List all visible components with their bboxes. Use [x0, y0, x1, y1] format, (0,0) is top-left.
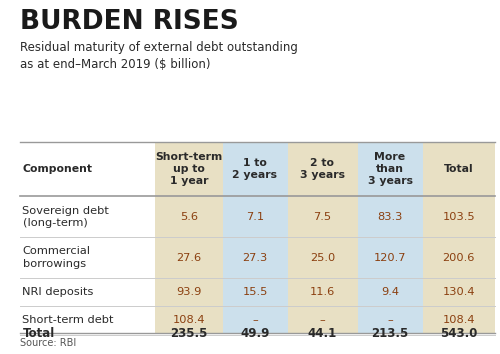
Text: 130.4: 130.4 — [442, 287, 475, 297]
Text: Sovereign debt
(long-term): Sovereign debt (long-term) — [22, 206, 110, 228]
Text: More
than
3 years: More than 3 years — [368, 152, 412, 187]
Text: 44.1: 44.1 — [308, 327, 337, 340]
Text: 108.4: 108.4 — [442, 315, 475, 325]
Text: 213.5: 213.5 — [372, 327, 408, 340]
Text: 7.1: 7.1 — [246, 212, 264, 222]
Bar — [358, 142, 422, 333]
Text: 7.5: 7.5 — [314, 212, 332, 222]
Text: 120.7: 120.7 — [374, 252, 406, 263]
Text: BURDEN RISES: BURDEN RISES — [20, 9, 239, 35]
Bar — [20, 142, 155, 333]
Text: 543.0: 543.0 — [440, 327, 478, 340]
Text: 235.5: 235.5 — [170, 327, 207, 340]
Text: 27.3: 27.3 — [242, 252, 268, 263]
Text: Short-term
up to
1 year: Short-term up to 1 year — [155, 152, 222, 187]
Text: Component: Component — [22, 164, 92, 174]
Text: 200.6: 200.6 — [442, 252, 475, 263]
Text: Source: RBI: Source: RBI — [20, 338, 76, 348]
Text: 27.6: 27.6 — [176, 252, 202, 263]
Text: 25.0: 25.0 — [310, 252, 335, 263]
Bar — [222, 142, 288, 333]
Text: Total: Total — [444, 164, 474, 174]
Text: –: – — [320, 315, 326, 325]
Text: 83.3: 83.3 — [378, 212, 402, 222]
Text: –: – — [252, 315, 258, 325]
Text: 9.4: 9.4 — [381, 287, 399, 297]
Text: 93.9: 93.9 — [176, 287, 202, 297]
Text: 15.5: 15.5 — [242, 287, 268, 297]
Text: 49.9: 49.9 — [240, 327, 270, 340]
Text: 5.6: 5.6 — [180, 212, 198, 222]
Text: 11.6: 11.6 — [310, 287, 335, 297]
Text: Short-term debt: Short-term debt — [22, 315, 114, 325]
Bar — [422, 142, 495, 333]
Bar — [155, 142, 222, 333]
Text: Residual maturity of external debt outstanding
as at end–March 2019 ($ billion): Residual maturity of external debt outst… — [20, 41, 298, 71]
Text: 108.4: 108.4 — [172, 315, 205, 325]
Bar — [288, 142, 358, 333]
Text: 2 to
3 years: 2 to 3 years — [300, 158, 345, 180]
Text: –: – — [387, 315, 393, 325]
Text: Total: Total — [22, 327, 55, 340]
Text: Commercial
borrowings: Commercial borrowings — [22, 246, 90, 269]
Text: 103.5: 103.5 — [442, 212, 475, 222]
Text: 1 to
2 years: 1 to 2 years — [232, 158, 278, 180]
Text: NRI deposits: NRI deposits — [22, 287, 94, 297]
